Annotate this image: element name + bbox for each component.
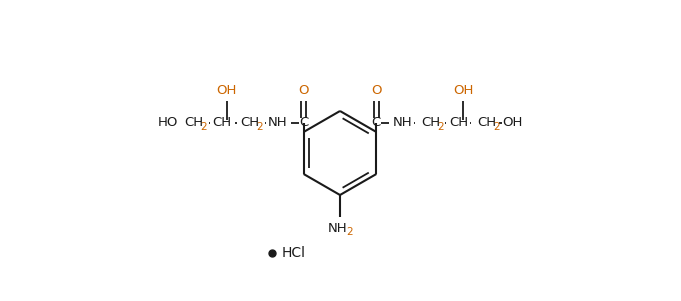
Text: CH: CH <box>449 116 468 129</box>
Text: C: C <box>372 116 381 129</box>
Text: 2: 2 <box>493 122 500 132</box>
Text: NH: NH <box>268 116 287 129</box>
Text: 2: 2 <box>200 122 207 132</box>
Text: OH: OH <box>502 116 522 129</box>
Text: HO: HO <box>157 116 178 129</box>
Text: CH: CH <box>477 116 496 129</box>
Text: 2: 2 <box>256 122 263 132</box>
Text: HCl: HCl <box>282 246 306 260</box>
Text: O: O <box>298 85 309 98</box>
Text: NH: NH <box>328 222 348 235</box>
Text: NH: NH <box>392 116 412 129</box>
Text: 2: 2 <box>347 227 353 237</box>
Text: CH: CH <box>184 116 203 129</box>
Text: OH: OH <box>217 85 237 98</box>
Text: CH: CH <box>212 116 231 129</box>
Text: CH: CH <box>240 116 259 129</box>
Text: C: C <box>299 116 308 129</box>
Text: 2: 2 <box>437 122 444 132</box>
Text: CH: CH <box>421 116 440 129</box>
Text: O: O <box>371 85 381 98</box>
Text: OH: OH <box>453 85 473 98</box>
